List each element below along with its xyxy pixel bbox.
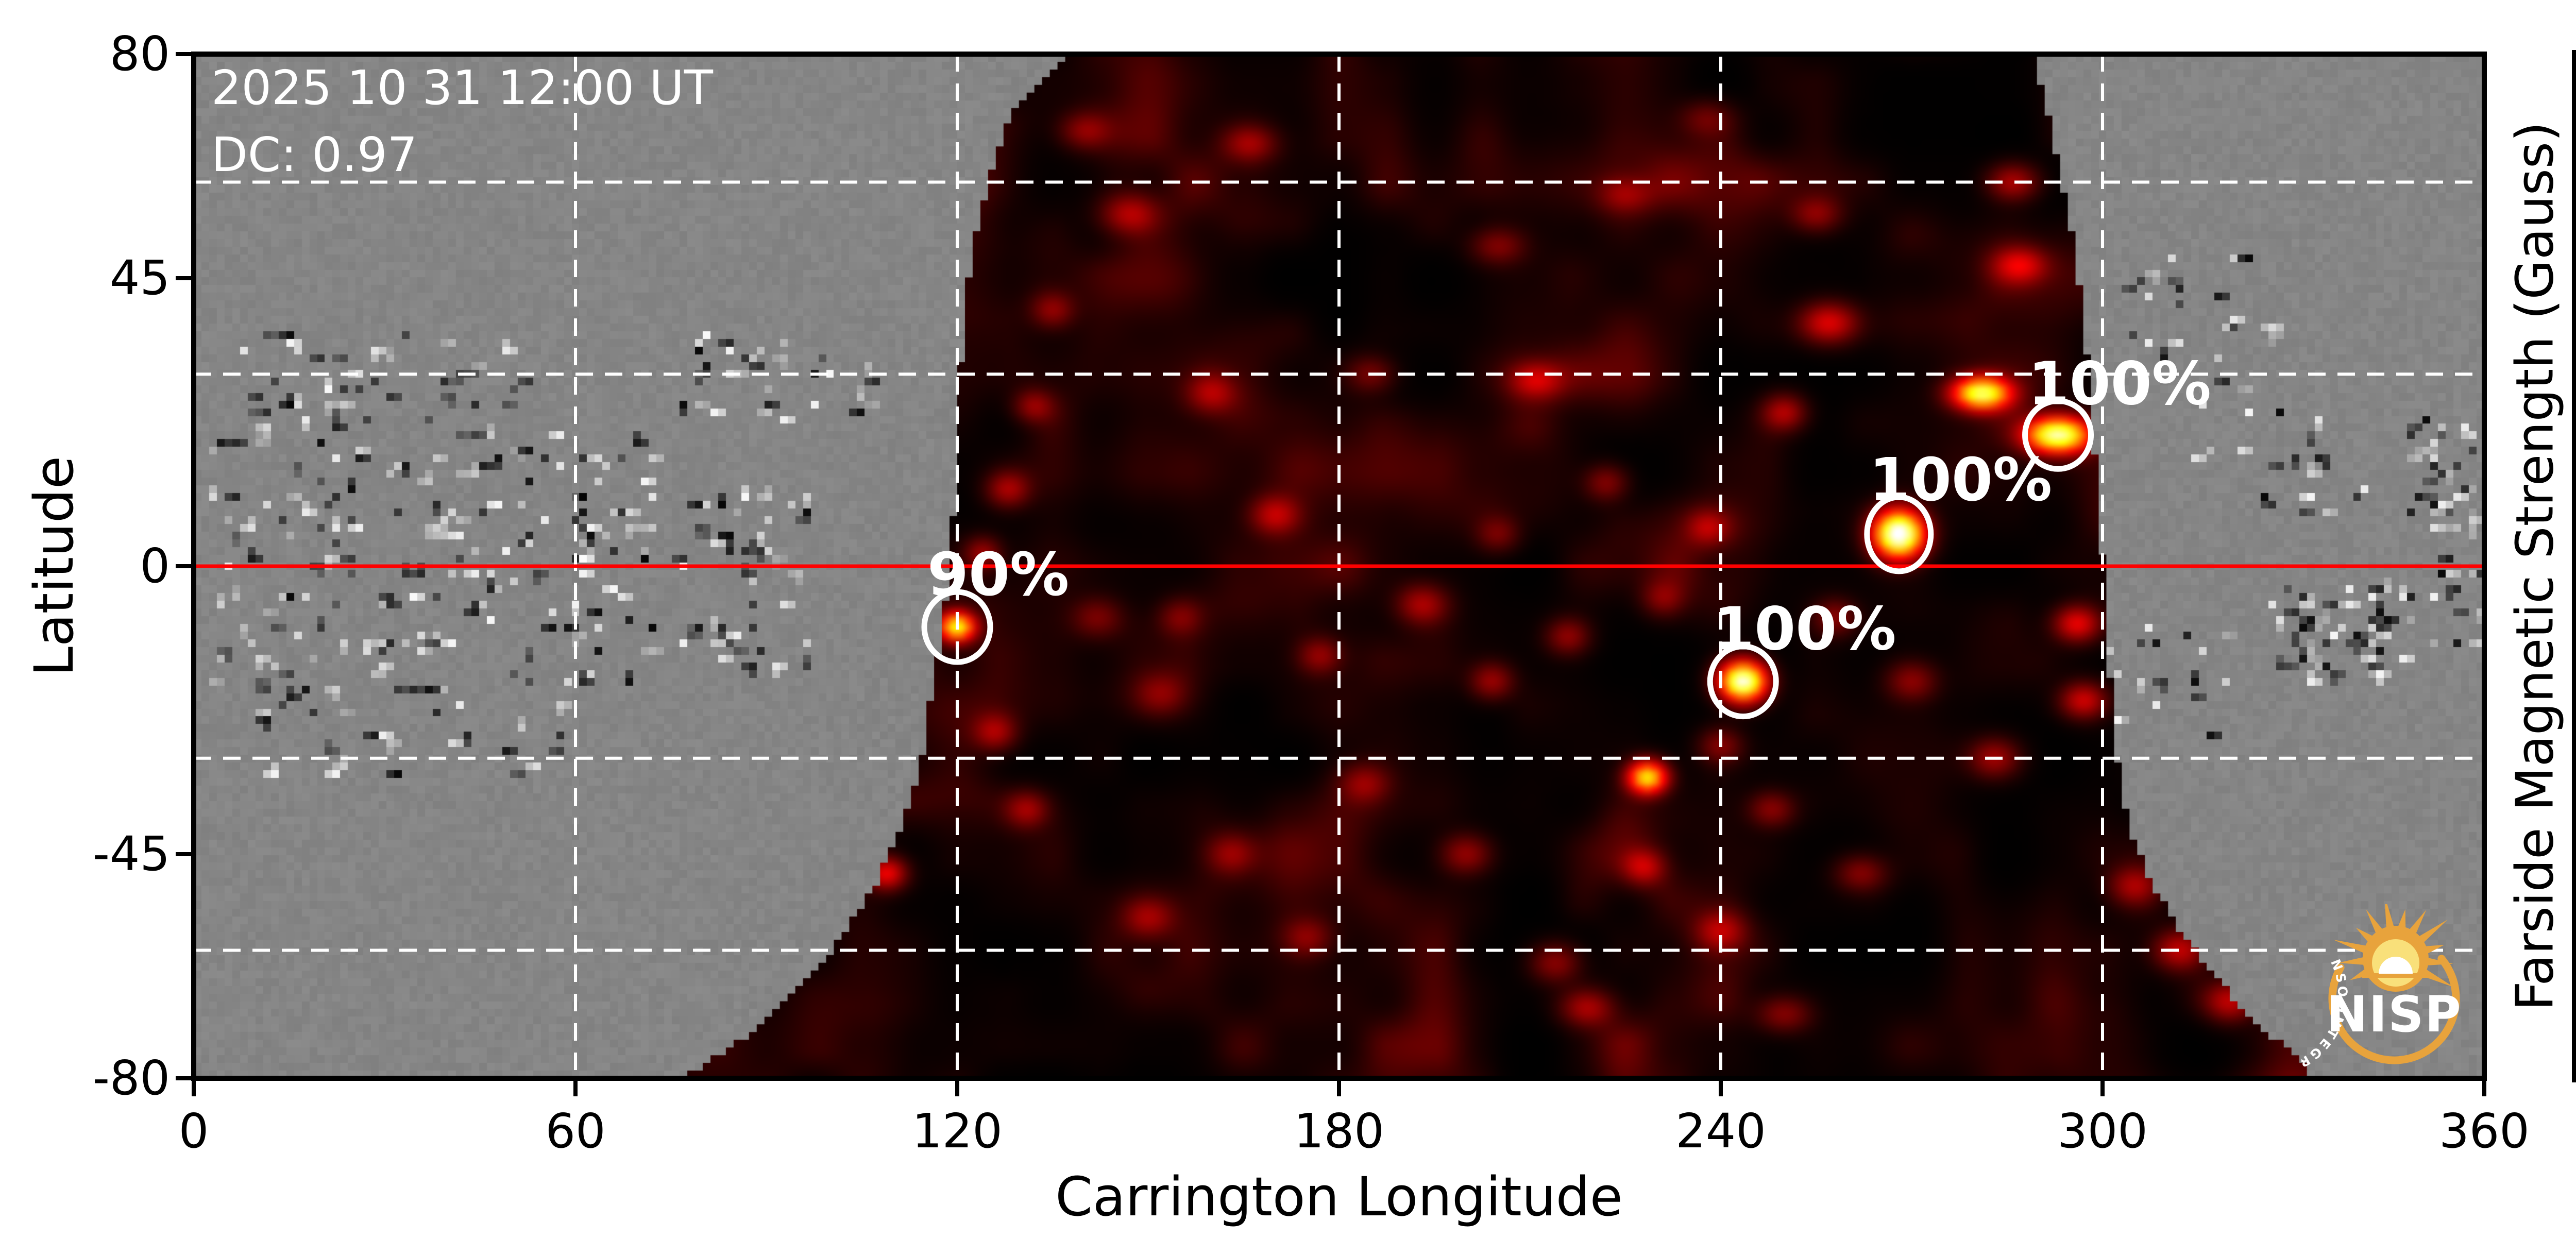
- logo-sun-flame: [2425, 944, 2445, 954]
- y-tick-80: [176, 52, 191, 56]
- y-tick-0: [176, 564, 191, 568]
- detection-label-1: 100%: [1713, 595, 1896, 664]
- x-tick-240: [1719, 1081, 1723, 1096]
- x-tick-180: [1337, 1081, 1341, 1096]
- x-tick-120: [955, 1081, 959, 1096]
- x-tick-360: [2482, 1081, 2486, 1096]
- x-tick-label-120: 120: [912, 1104, 1003, 1159]
- logo-sun-flame: [2398, 909, 2406, 929]
- logo-sun-flame: [2333, 940, 2367, 954]
- x-tick-60: [573, 1081, 578, 1096]
- logo-sun-flame: [2338, 957, 2365, 965]
- detection-circle-0: [921, 589, 993, 665]
- nisp-logo-art: [2328, 904, 2460, 1064]
- logo-horizon-bar: [2362, 973, 2429, 978]
- logo-sun-flame: [2355, 927, 2374, 943]
- logo-sun-flame: [2418, 920, 2448, 943]
- y-tick-label-45: 45: [109, 250, 170, 306]
- x-tick-label-240: 240: [1675, 1104, 1766, 1159]
- y-tick-label--80: -80: [92, 1050, 170, 1106]
- farside-colorbar-label: Farside Magnetic Strength (Gauss): [2504, 122, 2565, 1011]
- nisp-logo-wordmark: NISP: [2326, 986, 2462, 1043]
- logo-ring: [2328, 955, 2460, 1064]
- x-tick-label-180: 180: [1294, 1104, 1384, 1159]
- x-tick-300: [2100, 1081, 2105, 1096]
- logo-sun-flame: [2409, 910, 2427, 934]
- logo-sun-core: [2379, 957, 2413, 974]
- plot-area: 90% 100% 100% 100% 2025 10 31 12:00 UT DC: …: [194, 54, 2484, 1080]
- y-axis-label: Latitude: [23, 455, 86, 677]
- detection-label-3: 100%: [2028, 349, 2211, 418]
- logo-sun-flame: [2385, 904, 2394, 928]
- detection-label-0: 90%: [927, 540, 1069, 609]
- x-tick-label-0: 0: [178, 1104, 209, 1159]
- x-tick-label-360: 360: [2439, 1104, 2530, 1159]
- logo-sun-flame: [2366, 909, 2383, 934]
- y-tick--45: [176, 852, 191, 857]
- logo-sun-flame: [2427, 957, 2453, 965]
- y-tick--80: [176, 1076, 191, 1080]
- timestamp: 2025 10 31 12:00 UT: [211, 60, 713, 115]
- x-axis-label: Carrington Longitude: [1055, 1165, 1623, 1228]
- y-tick-label--45: -45: [92, 826, 170, 882]
- detection-label-2: 100%: [1869, 446, 2052, 515]
- logo-sun-flame: [2350, 969, 2369, 980]
- logo-sun-flame: [2422, 969, 2454, 988]
- nisp-logo: NSO INTEGRATED SYNOPTIC PROGRAM NISP: [2301, 904, 2462, 1080]
- y-tick-45: [176, 276, 191, 280]
- detection-circle-2: [1864, 494, 1934, 574]
- x-tick-0: [192, 1081, 196, 1096]
- y-tick-label-80: 80: [109, 26, 170, 81]
- x-tick-label-300: 300: [2057, 1104, 2148, 1159]
- map-overlay: 90% 100% 100% 100%: [194, 54, 2484, 1078]
- farside-colorbar: [2572, 50, 2576, 1082]
- data-coverage-label: DC: 0.97: [211, 127, 418, 182]
- y-tick-label-0: 0: [140, 538, 170, 593]
- detection-circle-1: [1707, 643, 1779, 720]
- x-tick-label-60: 60: [545, 1104, 606, 1159]
- detection-circle-3: [2022, 398, 2094, 472]
